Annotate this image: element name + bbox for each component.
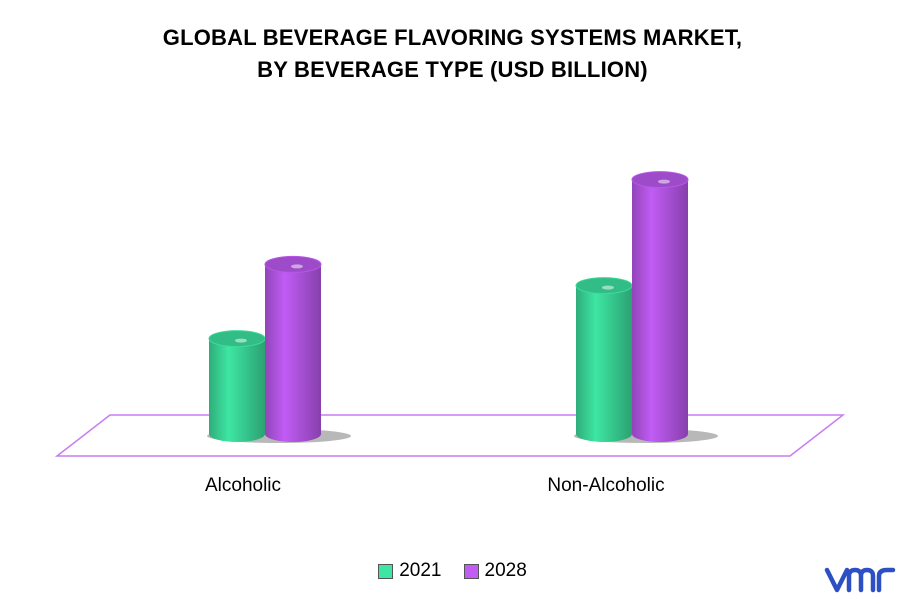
category-label-non-alcoholic: Non-Alcoholic [547, 475, 665, 496]
bar-body [632, 179, 688, 442]
legend-item-2021: 2021 [378, 560, 442, 582]
bar-cap [575, 277, 633, 295]
legend-label-2028: 2028 [484, 560, 527, 581]
bar-body [576, 285, 632, 442]
bar-body [265, 264, 321, 442]
bar-cap [631, 171, 689, 189]
bar-non-alcoholic-2021 [575, 277, 633, 442]
bar-highlight [235, 338, 247, 343]
legend-item-2028: 2028 [463, 560, 527, 582]
bar-cap [264, 255, 322, 273]
bar-non-alcoholic-2028 [631, 171, 689, 442]
bar-highlight [658, 179, 670, 184]
legend-swatch-2028 [463, 563, 479, 579]
bar-cap [208, 330, 266, 348]
legend: 2021 2028 [0, 560, 905, 582]
chart-title: GLOBAL BEVERAGE FLAVORING SYSTEMS MARKET… [0, 22, 905, 86]
bar-body [209, 338, 265, 442]
chart-title-line-2: BY BEVERAGE TYPE (USD BILLION) [257, 57, 648, 82]
bar-alcoholic-2021 [208, 330, 266, 442]
bar-highlight [602, 285, 614, 290]
category-label-alcoholic: Alcoholic [204, 475, 282, 496]
vmr-logo [824, 567, 896, 593]
chart-floor [54, 414, 846, 457]
chart-title-line-1: GLOBAL BEVERAGE FLAVORING SYSTEMS MARKET… [162, 25, 743, 50]
bar-alcoholic-2028 [264, 255, 322, 442]
legend-swatch-2021 [378, 563, 394, 579]
legend-label-2021: 2021 [399, 560, 442, 581]
bar-highlight [291, 264, 303, 269]
